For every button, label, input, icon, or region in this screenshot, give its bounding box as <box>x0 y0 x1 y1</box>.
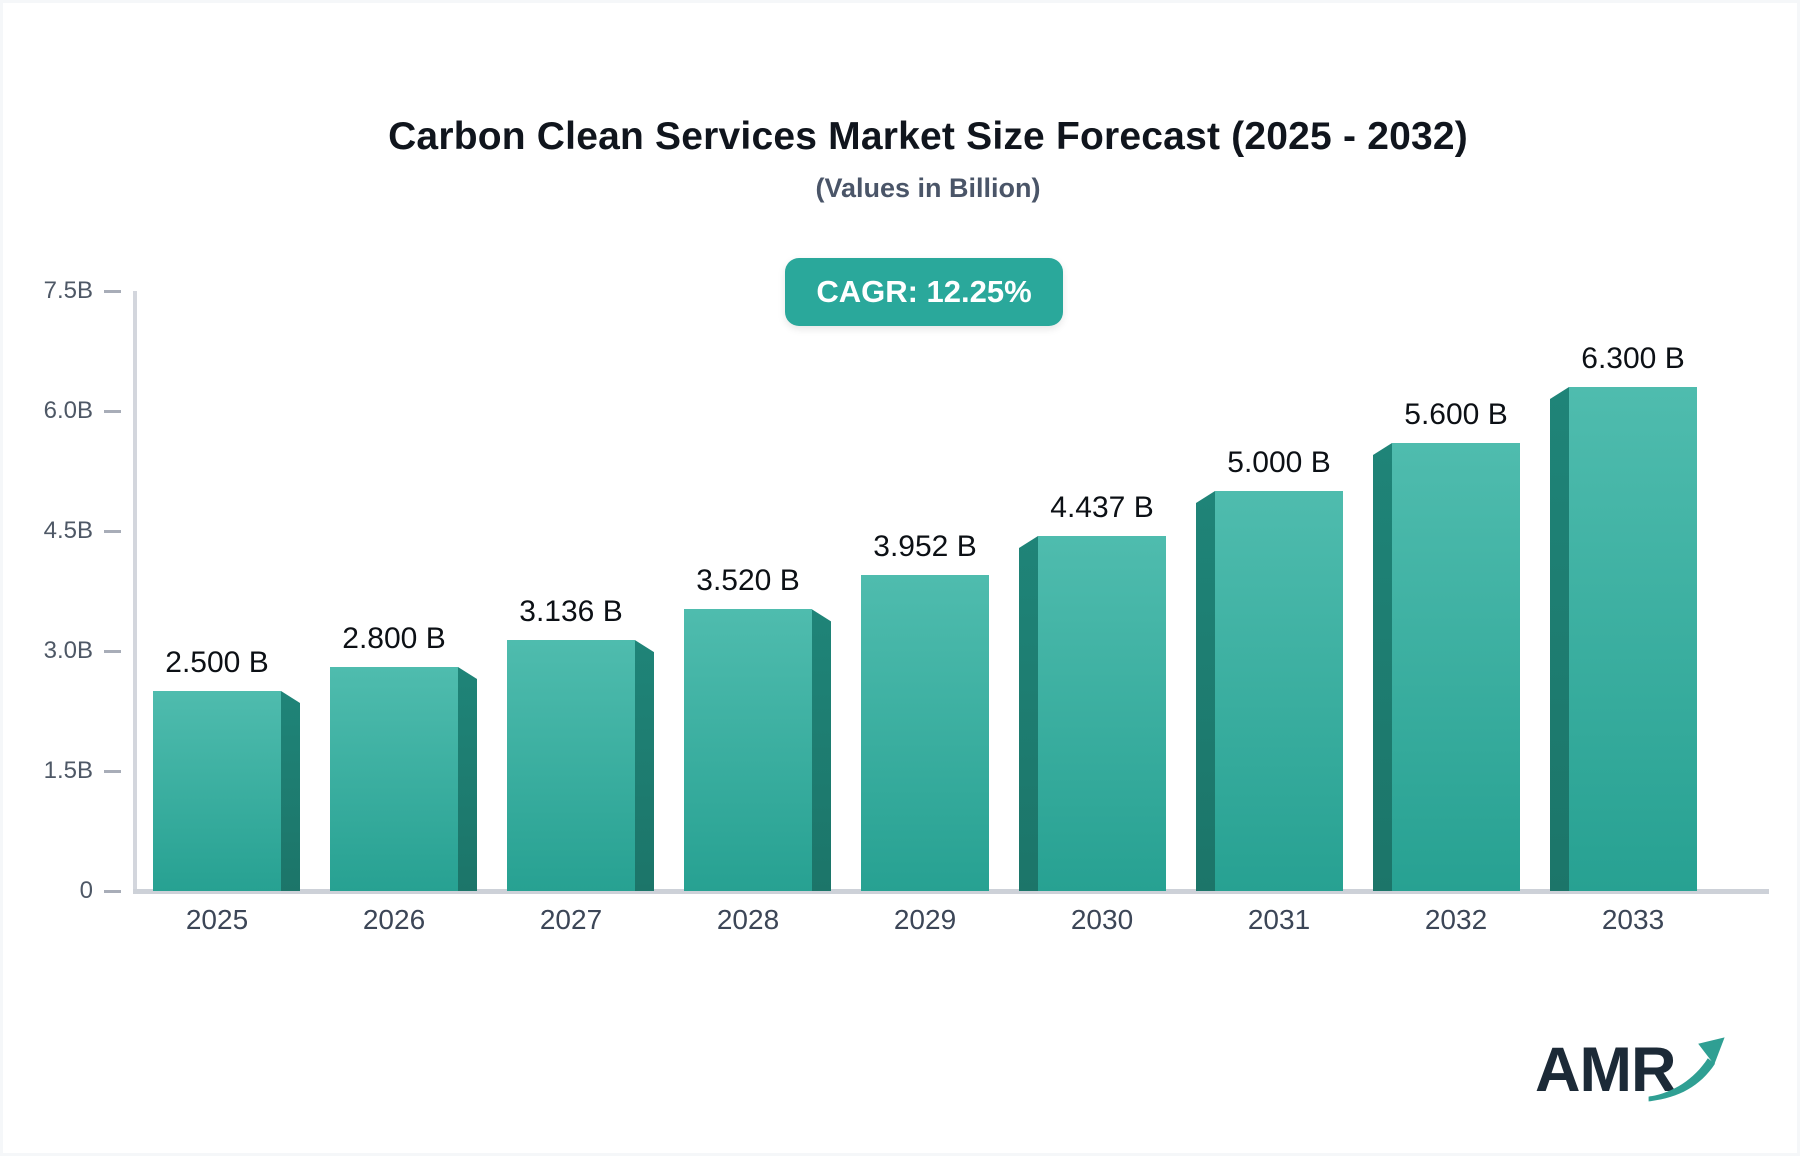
bar-value-label: 4.437 B <box>1050 491 1154 525</box>
x-tick-label: 2032 <box>1424 904 1488 935</box>
y-tick-label: 1.5B <box>43 757 93 784</box>
bar-2032 <box>1392 443 1520 891</box>
y-tick-mark <box>104 650 121 653</box>
y-tick-label: 6.0B <box>43 397 93 424</box>
bar-value-label: 5.600 B <box>1404 398 1508 431</box>
bar-2026 <box>330 667 458 891</box>
bar-2027 <box>507 640 635 891</box>
bar-2031 <box>1215 491 1343 891</box>
bar-side-3d <box>1019 536 1038 891</box>
bar-value-label: 3.520 B <box>696 564 800 598</box>
bar-side-3d <box>812 609 831 891</box>
bar-side-3d <box>458 667 477 891</box>
bar-value-label: 2.500 B <box>165 646 269 679</box>
bar-value-label: 3.952 B <box>873 529 977 563</box>
y-tick-label: 4.5B <box>43 517 93 544</box>
x-tick-label: 2033 <box>1601 904 1665 935</box>
x-tick-label: 2025 <box>185 904 249 935</box>
bar-2033 <box>1569 387 1697 891</box>
chart-subtitle: (Values in Billion) <box>815 173 1041 203</box>
growth-arrow-icon <box>1648 1037 1725 1102</box>
y-tick-label: 0 <box>79 877 93 904</box>
bar-value-label: 5.000 B <box>1227 446 1331 479</box>
y-tick-mark <box>104 290 121 293</box>
bar-2029 <box>861 574 989 891</box>
cagr-badge: CAGR: 12.25% <box>785 258 1063 326</box>
x-tick-label: 2028 <box>716 904 780 935</box>
y-tick-label: 7.5B <box>43 277 93 304</box>
x-axis-baseline <box>133 889 1769 894</box>
y-tick-label: 3.0B <box>43 637 93 664</box>
brand-logo: AMR <box>1535 1034 1725 1105</box>
bar-side-3d <box>1373 443 1392 891</box>
chart-title: Carbon Clean Services Market Size Foreca… <box>388 115 1468 158</box>
bar-value-label: 6.300 B <box>1581 342 1685 375</box>
y-tick-mark <box>104 410 121 413</box>
brand-logo-text: AMR <box>1535 1034 1676 1105</box>
y-tick-mark <box>104 530 121 533</box>
x-tick-label: 2030 <box>1070 904 1134 935</box>
x-tick-label: 2027 <box>539 904 603 935</box>
bar-2025 <box>153 691 281 891</box>
x-tick-label: 2026 <box>362 904 426 935</box>
bar-2030 <box>1038 536 1166 891</box>
x-tick-label: 2031 <box>1247 904 1311 935</box>
bar-value-label: 3.136 B <box>519 595 623 629</box>
y-tick-mark <box>104 770 121 773</box>
bar-side-3d <box>1196 491 1215 891</box>
bar-side-3d <box>635 640 654 891</box>
bar-side-3d <box>1550 387 1569 891</box>
y-tick-mark <box>104 890 121 893</box>
bar-value-label: 2.800 B <box>342 622 446 655</box>
x-tick-label: 2029 <box>893 904 957 935</box>
bar-2028 <box>684 609 812 891</box>
y-axis-line <box>133 291 137 894</box>
bar-side-3d <box>281 691 300 891</box>
cagr-badge-label: CAGR: 12.25% <box>816 274 1032 309</box>
